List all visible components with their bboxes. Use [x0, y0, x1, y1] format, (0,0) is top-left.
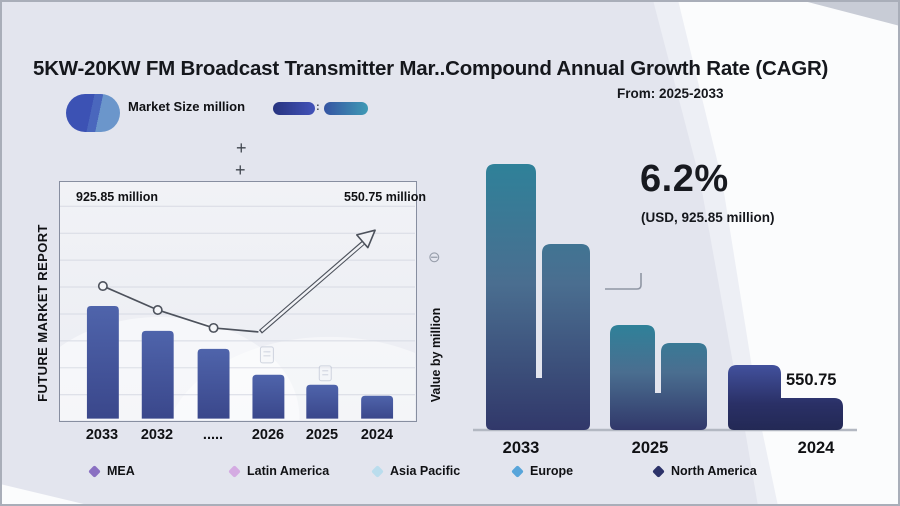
left-chart-bars [86, 305, 394, 419]
value-2024-label: 550.75 [786, 371, 837, 389]
date-range-label: From: 2025-2033 [617, 86, 724, 101]
growth-arrow [258, 229, 376, 334]
left-bar-2025 [306, 384, 339, 419]
left-bar-2026 [252, 374, 285, 419]
legend-diamond-icon [652, 464, 665, 478]
market-size-label: Market Size million [128, 99, 246, 114]
right-bar-group-2033 [486, 164, 590, 430]
right-chart-bars [486, 164, 843, 430]
left-chart-start-value: 925.85 million [76, 190, 158, 204]
pill-dark-blue-icon [273, 102, 315, 115]
right-chart-y-axis-label: Value by million [429, 307, 443, 403]
pill-colon: : [316, 101, 320, 113]
legend-item-mea: MEA [88, 464, 135, 478]
plus-icon: + [236, 138, 247, 158]
left-axis-year: 2025 [305, 427, 339, 443]
left-chart-svg [60, 205, 415, 420]
left-bar-2033 [86, 305, 119, 419]
legend-item-asia-pacific: Asia Pacific [371, 464, 461, 478]
legend-diamond-icon [511, 464, 524, 478]
left-bar-2032 [141, 330, 174, 419]
left-chart-end-value: 550.75 million [344, 190, 426, 204]
legend-label: MEA [107, 464, 135, 478]
legend-label: Latin America [247, 464, 330, 478]
legend-item-north-america: North America [652, 464, 757, 478]
legend-diamond-icon [88, 464, 101, 478]
left-chart-x-axis: 2033 2032..... 2026 2025 2024 [0, 427, 440, 447]
right-axis-year: 2025 [632, 439, 669, 457]
bracket-decoration [605, 273, 642, 290]
legend-item-europe: Europe [511, 464, 574, 478]
cagr-value: 6.2% [640, 158, 729, 200]
left-axis-year: 2032 [140, 427, 174, 443]
right-axis-year: 2024 [798, 439, 836, 457]
right-axis-year: 2033 [503, 439, 540, 457]
legend-label: Asia Pacific [390, 464, 461, 478]
legend-item-latin-america: Latin America [228, 464, 330, 478]
left-chart-panel: 925.85 million 550.75 million [59, 181, 426, 422]
document-watermark-icon [259, 346, 332, 382]
right-bar-group-2025 [610, 325, 707, 430]
minus-circle-icon: ⊖ [428, 249, 441, 266]
legend-diamond-icon [228, 464, 241, 478]
left-axis-year: 2026 [251, 427, 285, 443]
legend-label: Europe [530, 464, 574, 478]
watermark-vertical-text: FUTURE MARKET REPORT [35, 224, 50, 402]
left-axis-year: 2024 [360, 427, 394, 443]
left-bar-2024 [361, 395, 394, 419]
left-axis-year: 2033 [85, 427, 119, 443]
left-bar-..... [197, 348, 230, 419]
legend-label: North America [671, 464, 757, 478]
trend-line [97, 281, 259, 333]
cylinder-icon [66, 94, 120, 132]
gridlines [60, 205, 415, 396]
page-title: 5KW-20KW FM Broadcast Transmitter Mar..C… [33, 57, 829, 80]
right-chart-svg: 2033 2025 2024 [473, 164, 857, 457]
legend: MEA Latin America Asia Pacific Europe North … [0, 464, 900, 486]
pill-teal-icon [324, 102, 368, 115]
left-axis-year: ..... [202, 427, 224, 443]
right-bar-group-2024 [728, 365, 843, 430]
plus-icon: + [235, 160, 246, 180]
legend-diamond-icon [371, 464, 384, 478]
cagr-note: (USD, 925.85 million) [641, 210, 775, 225]
